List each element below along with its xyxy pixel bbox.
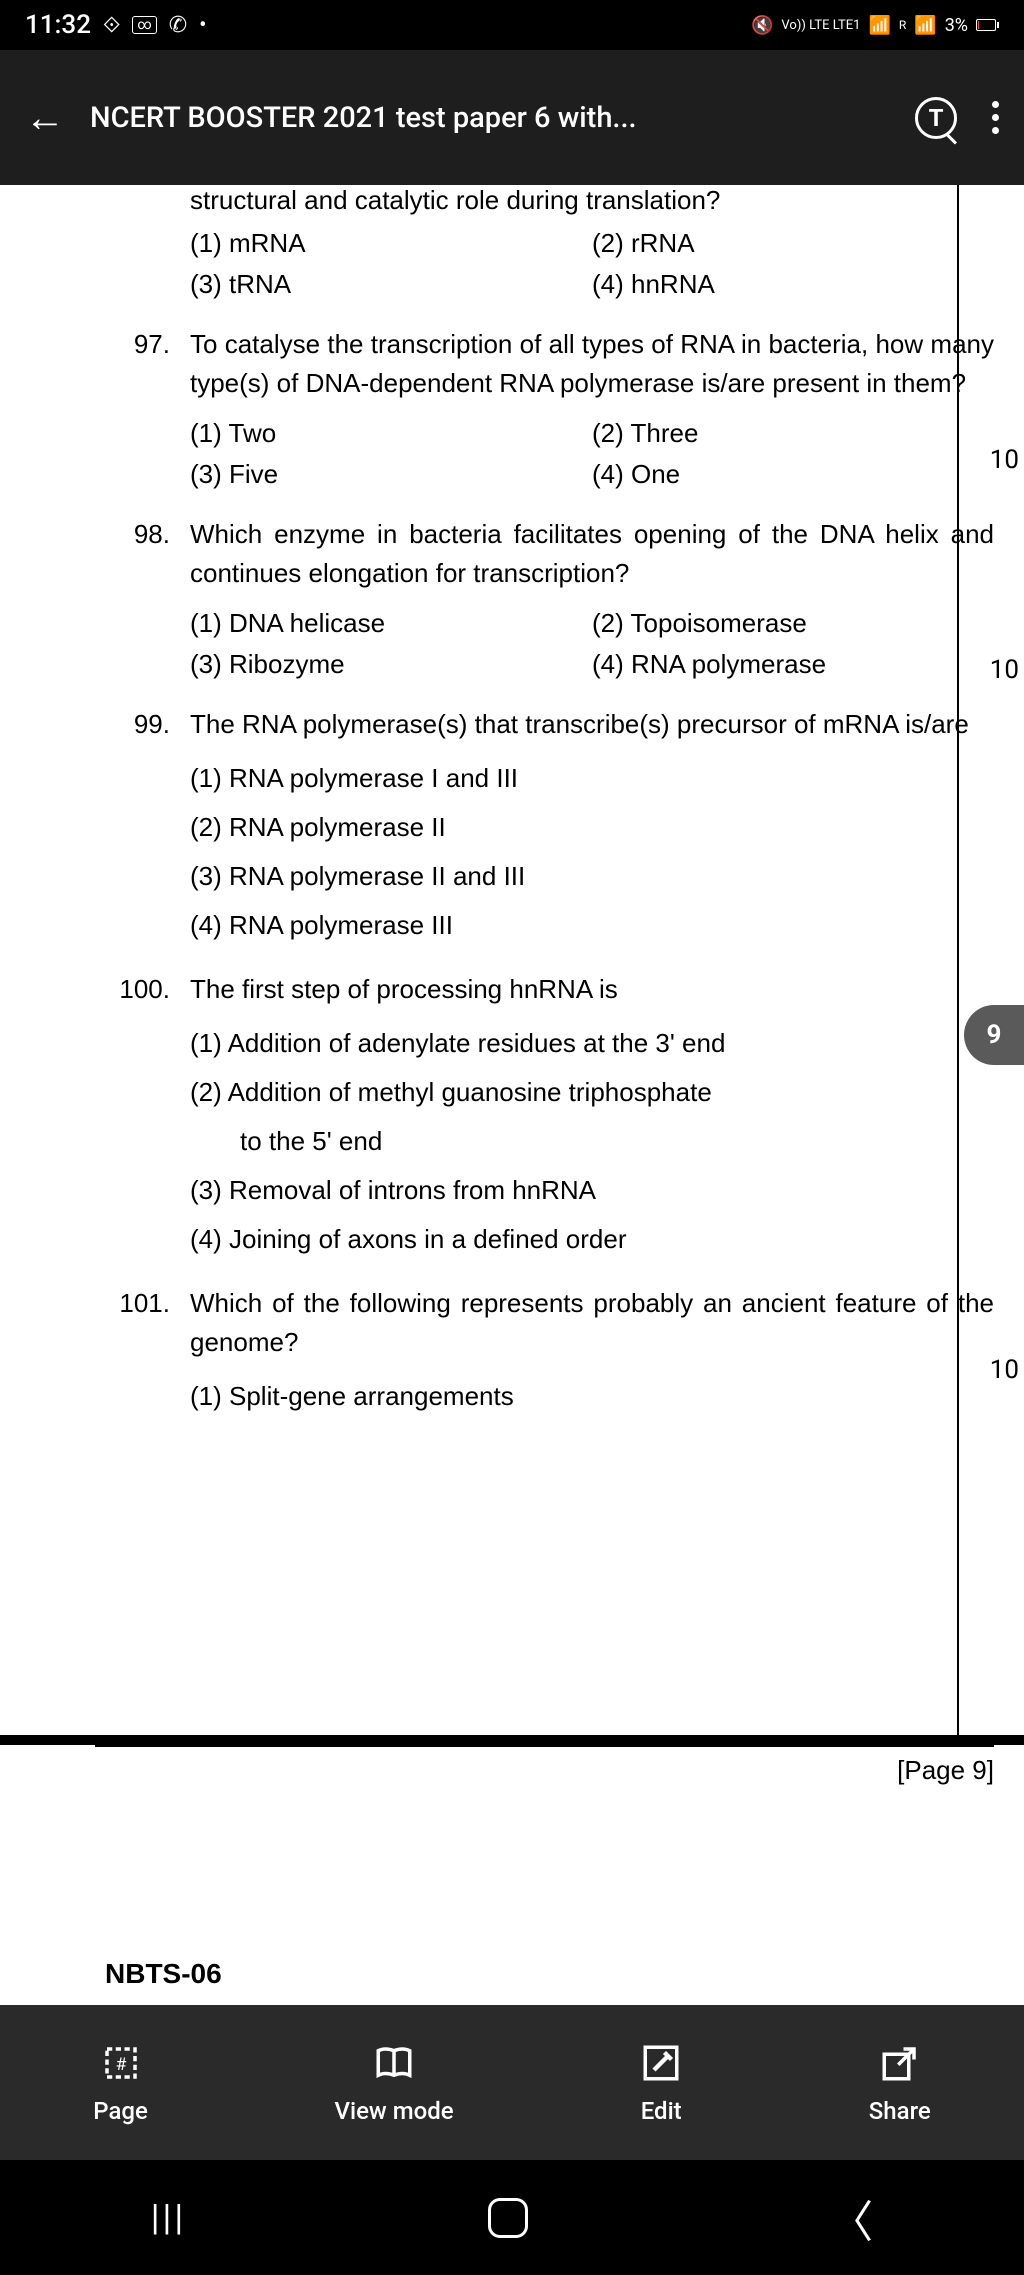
signal-label: R (899, 18, 906, 32)
status-time: 11:32 (25, 10, 91, 40)
question-text: Which enzyme in bacteria facilitates ope… (190, 515, 994, 593)
option-text: (1) Split-gene arrangements (95, 1377, 994, 1416)
status-right: 🔇 Vo)) LTE LTE1 📶 R 📶 3% (751, 15, 999, 36)
edit-icon (640, 2040, 682, 2085)
option-text: (3) Five (190, 459, 592, 490)
text-search-icon[interactable]: T (915, 97, 957, 139)
option-text: (3) Removal of introns from hnRNA (95, 1171, 994, 1210)
edit-button[interactable]: Edit (640, 2040, 682, 2125)
option-row: (3) tRNA (4) hnRNA (95, 269, 994, 300)
network-label: Vo)) LTE LTE1 (781, 19, 860, 32)
signal2-icon: 📶 (914, 15, 936, 36)
question-number: 97. (95, 325, 190, 403)
header-title: NCERT BOOSTER 2021 test paper 6 with... (90, 101, 890, 135)
option-text: (1) DNA helicase (190, 608, 592, 639)
header-actions: T (915, 97, 999, 139)
option-row: (3) Ribozyme (4) RNA polymerase (95, 649, 994, 680)
option-text: (2) Three (592, 418, 994, 449)
partial-question: structural and catalytic role during tra… (95, 185, 994, 216)
horizontal-rule (95, 1745, 994, 1747)
option-text: (1) Two (190, 418, 592, 449)
option-row: (3) Five (4) One (95, 459, 994, 490)
question-number: 100. (95, 970, 190, 1009)
question-text: The RNA polymerase(s) that transcribe(s)… (190, 705, 994, 744)
bottom-toolbar: # Page View mode Edit Share (0, 2005, 1024, 2160)
question-99: 99. The RNA polymerase(s) that transcrib… (95, 705, 994, 945)
option-text: (4) hnRNA (592, 269, 994, 300)
option-text: (1) RNA polymerase I and III (95, 759, 994, 798)
toolbar-label: View mode (334, 2097, 453, 2125)
more-options-button[interactable] (992, 101, 999, 134)
option-text: (4) RNA polymerase (592, 649, 994, 680)
app-header: ← NCERT BOOSTER 2021 test paper 6 with..… (0, 50, 1024, 185)
question-text: Which of the following represents probab… (190, 1284, 994, 1362)
battery-percent: 3% (945, 15, 968, 36)
document-code: NBTS-06 (105, 1958, 222, 1990)
question-number: 101. (95, 1284, 190, 1362)
page-icon: # (100, 2040, 142, 2085)
question-98: 98. Which enzyme in bacteria facilitates… (95, 515, 994, 680)
vr-icon: ∞ (132, 16, 156, 34)
toolbar-label: Share (869, 2097, 931, 2125)
question-number: 99. (95, 705, 190, 744)
option-text: (4) Joining of axons in a defined order (95, 1220, 994, 1259)
option-text: to the 5' end (95, 1122, 994, 1161)
share-icon (879, 2040, 921, 2085)
status-bar: 11:32 ⟐ ∞ ✆ • 🔇 Vo)) LTE LTE1 📶 R 📶 3% (0, 0, 1024, 50)
option-row: (1) DNA helicase (2) Topoisomerase (95, 608, 994, 639)
toolbar-label: Edit (641, 2097, 682, 2125)
option-text: (4) One (592, 459, 994, 490)
mute-icon: 🔇 (751, 15, 773, 36)
svg-text:#: # (115, 2055, 126, 2075)
question-text: The first step of processing hnRNA is (190, 970, 994, 1009)
question-number: 98. (95, 515, 190, 593)
navigation-bar: ||| 〈 (0, 2160, 1024, 2275)
option-text: (2) Topoisomerase (592, 608, 994, 639)
share-button[interactable]: Share (869, 2040, 931, 2125)
signal-icon: 📶 (868, 15, 890, 36)
option-text: (3) RNA polymerase II and III (95, 857, 994, 896)
option-text: (2) RNA polymerase II (95, 808, 994, 847)
question-100: 100. The first step of processing hnRNA … (95, 970, 994, 1259)
page-separator (0, 1735, 1024, 1745)
battery-icon (976, 19, 999, 31)
document-content[interactable]: 10 10 10 10 9 structural and catalytic r… (0, 185, 1024, 2010)
question-text: To catalyse the transcription of all typ… (190, 325, 994, 403)
option-text: (3) tRNA (190, 269, 592, 300)
option-text: (3) Ribozyme (190, 649, 592, 680)
back-button[interactable]: ← (25, 94, 65, 141)
option-text: (1) mRNA (190, 228, 592, 259)
page-button[interactable]: # Page (93, 2040, 148, 2125)
book-icon (373, 2040, 415, 2085)
home-button[interactable] (488, 2198, 528, 2238)
viewmode-button[interactable]: View mode (334, 2040, 453, 2125)
option-row: (1) mRNA (2) rRNA (95, 228, 994, 259)
recent-apps-button[interactable]: ||| (151, 2197, 186, 2239)
option-text: (4) RNA polymerase III (95, 906, 994, 945)
question-97: 97. To catalyse the transcription of all… (95, 325, 994, 490)
status-left: 11:32 ⟐ ∞ ✆ • (25, 10, 207, 40)
whatsapp-icon: ✆ (169, 13, 187, 38)
option-text: (2) rRNA (592, 228, 994, 259)
page-number-label: [Page 9] (897, 1755, 994, 1786)
option-row: (1) Two (2) Three (95, 418, 994, 449)
option-text: (1) Addition of adenylate residues at th… (95, 1024, 994, 1063)
page-text: structural and catalytic role during tra… (0, 185, 1024, 1426)
toolbar-label: Page (93, 2097, 148, 2125)
question-101: 101. Which of the following represents p… (95, 1284, 994, 1416)
dot-icon: • (199, 13, 206, 38)
nav-back-button[interactable]: 〈 (829, 2186, 873, 2250)
arrow-icon: ⟐ (103, 13, 120, 38)
option-text: (2) Addition of methyl guanosine triphos… (95, 1073, 994, 1112)
